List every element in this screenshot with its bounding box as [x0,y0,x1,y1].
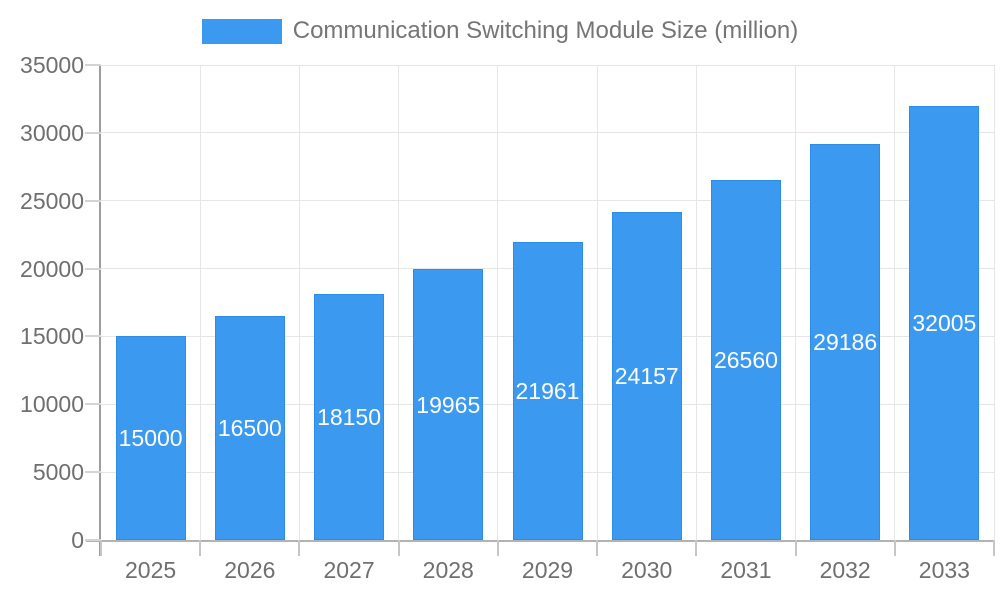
legend-swatch-icon [201,18,282,44]
bar-2033[interactable] [909,105,980,540]
bar-value-label: 24157 [614,363,679,390]
y-tick-mark [85,131,101,134]
x-tick-mark [893,540,896,556]
bar-2028[interactable] [413,269,484,540]
y-gridline [101,200,994,202]
x-tick-mark [496,540,499,556]
bar-value-label: 29186 [813,328,878,355]
x-axis-line [86,540,994,542]
x-gridline [993,65,995,540]
bar-value-label: 18150 [317,403,382,430]
y-axis-tick-label: 0 [71,527,84,553]
x-gridline [497,65,499,540]
y-tick-mark [85,335,101,338]
x-gridline [298,65,300,540]
x-tick-mark [695,540,698,556]
x-axis-tick-label: 2029 [521,557,574,583]
x-gridline [894,65,896,540]
y-axis-tick-label: 30000 [20,119,84,146]
legend: Communication Switching Module Size (mil… [0,13,1000,49]
x-tick-mark [298,540,301,556]
bar-2026[interactable] [214,316,285,540]
x-gridline [795,65,797,540]
y-axis-tick-label: 10000 [20,391,84,418]
bar-2031[interactable] [710,179,781,540]
bar-2025[interactable] [115,336,186,540]
y-axis-tick-label: 20000 [20,255,84,282]
legend-item[interactable]: Communication Switching Module Size (mil… [201,17,799,45]
bar-value-label: 16500 [217,415,282,442]
x-gridline [695,65,697,540]
y-axis-tick-label: 25000 [20,187,84,214]
x-gridline [596,65,598,540]
x-axis-tick-label: 2025 [125,557,177,583]
x-axis-tick-label: 2031 [720,557,772,583]
legend-label: Communication Switching Module Size (mil… [292,17,799,44]
y-tick-mark [85,539,101,541]
x-axis-tick-label: 2032 [819,557,871,583]
y-tick-mark [85,199,101,202]
x-tick-mark [596,540,599,556]
bar-value-label: 15000 [118,425,183,452]
bar-2027[interactable] [314,293,385,540]
x-tick-mark [397,540,400,556]
y-tick-mark [85,403,101,406]
x-tick-mark [199,540,202,556]
bar-value-label: 19965 [416,391,481,418]
x-axis-tick-label: 2026 [224,557,276,583]
y-tick-mark [85,267,101,270]
bar-value-label: 21961 [515,377,580,404]
x-tick-mark [794,540,797,556]
x-axis-tick-label: 2027 [323,557,375,583]
bar-2032[interactable] [810,143,881,540]
x-gridline [199,65,201,540]
x-axis-tick-label: 2033 [918,557,970,583]
bar-2030[interactable] [611,212,682,540]
y-axis-tick-label: 35000 [20,52,84,78]
y-axis-line [99,64,101,556]
x-axis-tick-label: 2030 [621,557,673,583]
y-axis-tick-label: 15000 [20,323,84,350]
y-tick-mark [85,64,101,66]
x-axis-tick-label: 2028 [422,557,474,583]
x-gridline [398,65,400,540]
x-tick-mark [993,540,995,556]
x-tick-mark [100,540,102,556]
y-tick-mark [85,471,101,474]
y-gridline [101,132,994,134]
y-axis-tick-label: 5000 [32,459,84,486]
y-gridline [101,64,994,66]
bar-2029[interactable] [512,241,583,540]
bar-value-label: 32005 [912,309,977,336]
bar-value-label: 26560 [713,346,778,373]
